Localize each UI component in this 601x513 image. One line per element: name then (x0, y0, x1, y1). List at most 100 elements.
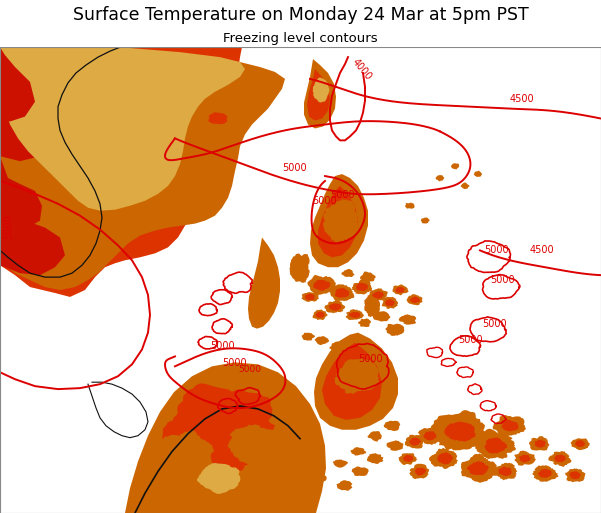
Polygon shape (197, 463, 240, 494)
Polygon shape (535, 440, 546, 448)
Polygon shape (373, 311, 390, 322)
Polygon shape (0, 47, 285, 290)
Text: 5000: 5000 (484, 245, 508, 255)
Polygon shape (383, 421, 400, 431)
Polygon shape (437, 452, 453, 464)
Polygon shape (429, 448, 458, 469)
Text: 5000: 5000 (282, 163, 307, 173)
Polygon shape (514, 450, 536, 466)
Polygon shape (0, 47, 242, 297)
Polygon shape (162, 383, 276, 476)
Polygon shape (436, 175, 445, 182)
Polygon shape (341, 269, 355, 277)
Polygon shape (329, 341, 347, 351)
Polygon shape (200, 108, 236, 130)
Polygon shape (367, 431, 382, 442)
Polygon shape (398, 453, 417, 465)
Polygon shape (395, 287, 404, 293)
Text: 5000: 5000 (210, 342, 234, 351)
Polygon shape (0, 156, 42, 230)
Polygon shape (337, 480, 352, 491)
Polygon shape (318, 186, 358, 258)
Polygon shape (349, 312, 361, 318)
Text: Freezing level contours: Freezing level contours (223, 32, 378, 45)
Polygon shape (314, 336, 329, 345)
Polygon shape (398, 314, 416, 325)
Polygon shape (548, 451, 572, 467)
Polygon shape (325, 301, 346, 313)
Polygon shape (248, 238, 280, 329)
Text: 5000: 5000 (490, 275, 514, 285)
Polygon shape (125, 362, 326, 513)
Text: 5000: 5000 (482, 319, 507, 329)
Polygon shape (529, 436, 549, 451)
Polygon shape (474, 171, 482, 177)
Polygon shape (310, 174, 368, 267)
Polygon shape (311, 473, 327, 482)
Polygon shape (0, 47, 245, 211)
Polygon shape (493, 463, 517, 480)
Polygon shape (308, 275, 337, 295)
Polygon shape (0, 206, 65, 275)
Polygon shape (429, 410, 492, 450)
Polygon shape (403, 455, 413, 462)
Text: 5000: 5000 (222, 358, 246, 368)
Polygon shape (0, 47, 35, 122)
Text: Surface Temperature on Monday 24 Mar at 5pm PST: Surface Temperature on Monday 24 Mar at … (73, 6, 528, 24)
Polygon shape (364, 293, 380, 318)
Polygon shape (382, 297, 398, 309)
Text: 5000: 5000 (358, 354, 383, 364)
Polygon shape (0, 47, 55, 161)
Polygon shape (352, 280, 372, 294)
Polygon shape (519, 455, 531, 462)
Polygon shape (304, 59, 336, 128)
Polygon shape (368, 288, 388, 302)
Polygon shape (570, 438, 590, 450)
Polygon shape (333, 460, 348, 468)
Polygon shape (385, 299, 395, 306)
Polygon shape (313, 280, 331, 291)
Polygon shape (360, 271, 376, 282)
Polygon shape (392, 284, 409, 295)
Polygon shape (467, 461, 489, 475)
Polygon shape (367, 453, 383, 464)
Polygon shape (501, 420, 519, 431)
Polygon shape (409, 438, 421, 446)
Polygon shape (356, 283, 368, 291)
Polygon shape (484, 438, 507, 453)
Text: 5000: 5000 (330, 190, 355, 200)
Polygon shape (329, 284, 354, 301)
Polygon shape (565, 468, 585, 482)
Polygon shape (423, 431, 436, 440)
Polygon shape (209, 112, 228, 124)
Polygon shape (307, 69, 330, 121)
Polygon shape (385, 324, 404, 336)
Polygon shape (444, 422, 475, 442)
Polygon shape (493, 415, 526, 436)
Polygon shape (302, 333, 315, 341)
Polygon shape (575, 440, 585, 447)
Polygon shape (314, 332, 398, 430)
Polygon shape (569, 471, 581, 479)
Polygon shape (346, 309, 364, 320)
Polygon shape (301, 292, 319, 302)
Text: 4500: 4500 (510, 94, 535, 104)
Polygon shape (421, 218, 430, 224)
Polygon shape (451, 163, 459, 169)
Polygon shape (350, 447, 366, 456)
Text: 5000: 5000 (238, 365, 261, 374)
Polygon shape (372, 291, 384, 299)
Text: 5000: 5000 (3, 215, 13, 240)
Polygon shape (538, 469, 552, 478)
Polygon shape (313, 309, 328, 320)
Polygon shape (498, 467, 511, 476)
Polygon shape (418, 427, 441, 445)
Polygon shape (410, 297, 420, 303)
Polygon shape (461, 453, 497, 483)
Polygon shape (386, 440, 403, 451)
Polygon shape (554, 455, 566, 462)
Polygon shape (305, 294, 315, 300)
Polygon shape (532, 465, 558, 482)
Polygon shape (405, 435, 424, 449)
Polygon shape (407, 294, 423, 305)
